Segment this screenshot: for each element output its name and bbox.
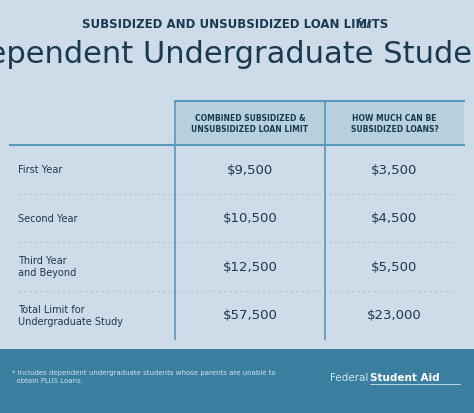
Text: $9,500: $9,500 [227,164,273,176]
Text: for: for [355,18,371,31]
Text: Total Limit for
Undergraduate Study: Total Limit for Undergraduate Study [18,304,123,326]
Text: $57,500: $57,500 [223,309,277,321]
Text: Second Year: Second Year [18,213,78,223]
Text: $12,500: $12,500 [223,260,277,273]
Text: $4,500: $4,500 [371,212,418,225]
Text: $10,500: $10,500 [223,212,277,225]
Text: First Year: First Year [18,165,63,175]
Text: * Includes dependent undergraduate students whose parents are unable to
  obtain: * Includes dependent undergraduate stude… [12,369,276,383]
Text: $3,500: $3,500 [371,164,418,176]
Bar [0,349,474,413]
Bar [175,102,464,146]
Text: Independent Undergraduate Students*: Independent Undergraduate Students* [0,40,474,69]
Text: COMBINED SUBSIDIZED &
UNSUBSIDIZED LOAN LIMIT: COMBINED SUBSIDIZED & UNSUBSIDIZED LOAN … [191,114,309,133]
Text: Federal: Federal [330,372,368,382]
Text: $5,500: $5,500 [371,260,418,273]
Text: SUBSIDIZED AND UNSUBSIDIZED LOAN LIMITS: SUBSIDIZED AND UNSUBSIDIZED LOAN LIMITS [82,18,392,31]
Text: HOW MUCH CAN BE
SUBSIDIZED LOANS?: HOW MUCH CAN BE SUBSIDIZED LOANS? [351,114,438,133]
Text: Third Year
and Beyond: Third Year and Beyond [18,256,76,278]
Text: Student Aid: Student Aid [370,372,439,382]
Text: $23,000: $23,000 [367,309,422,321]
